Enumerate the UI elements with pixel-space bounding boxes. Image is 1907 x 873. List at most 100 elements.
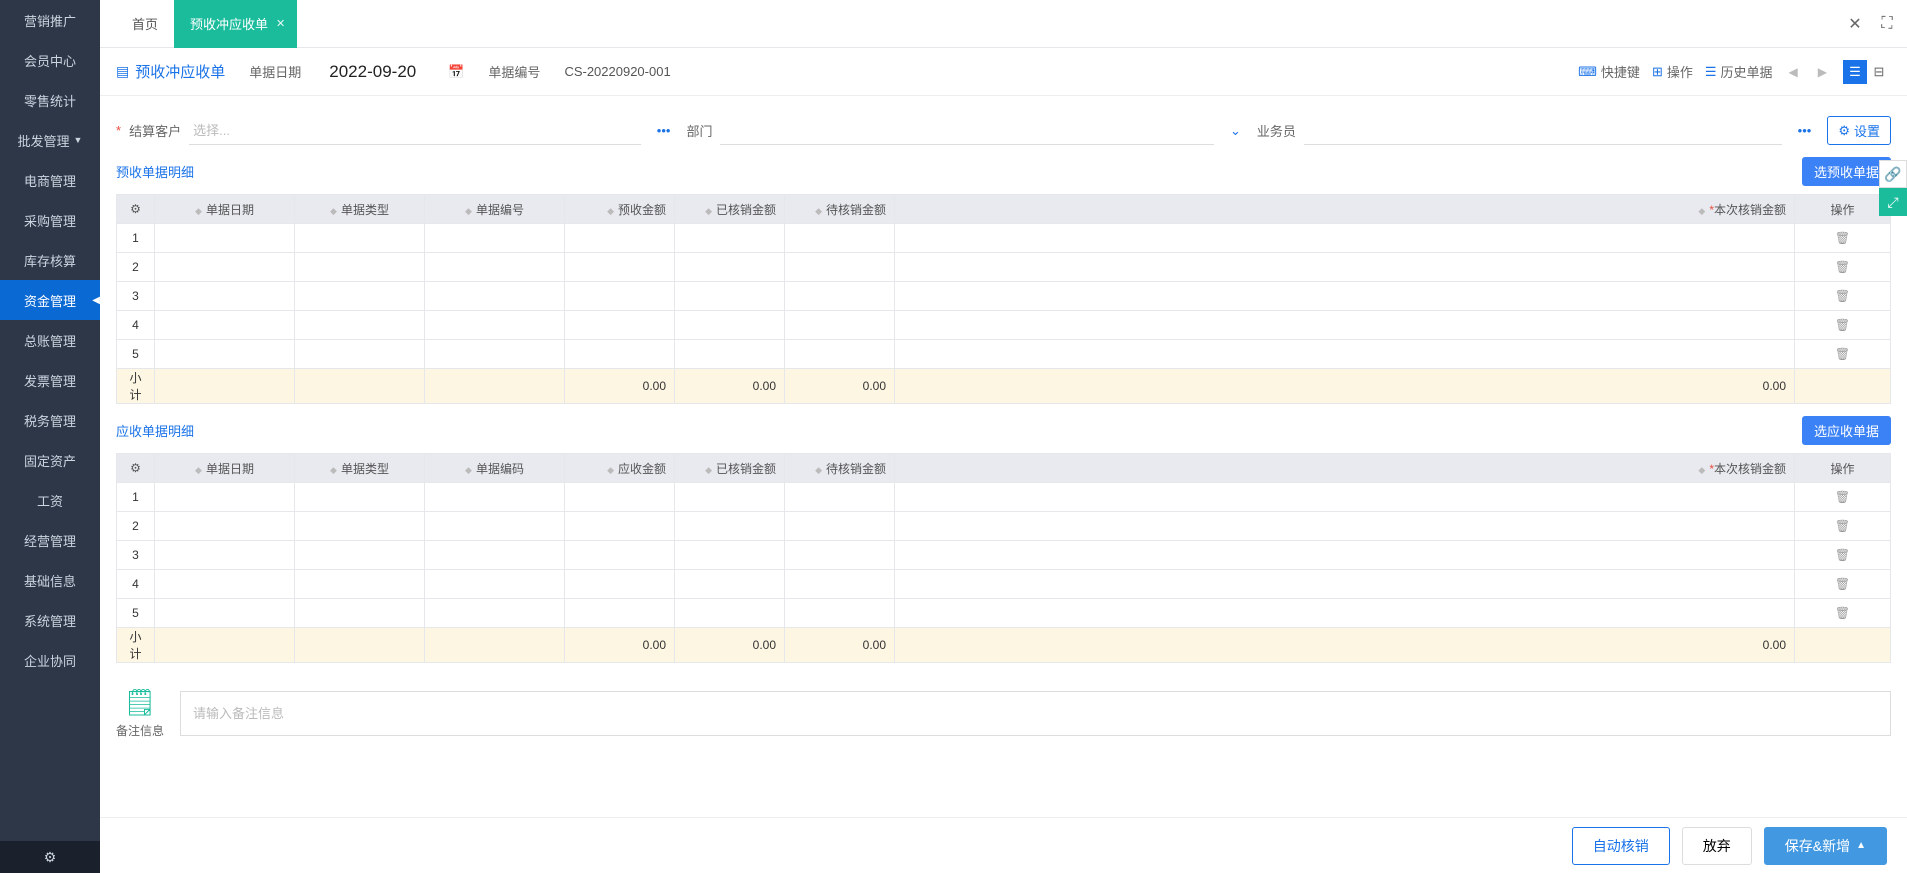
col-gear[interactable]: ⚙ (117, 195, 155, 224)
delete-icon[interactable]: 🗑 (1795, 282, 1891, 311)
next-icon[interactable]: ▶ (1814, 65, 1831, 79)
sidebar-item-8[interactable]: 总账管理 (0, 320, 100, 360)
remarks-label: 备注信息 (116, 722, 164, 739)
sidebar-item-14[interactable]: 基础信息 (0, 560, 100, 600)
doc-header: ▤ 预收冲应收单 单据日期 2022-09-20 📅 单据编号 CS-20220… (100, 48, 1907, 96)
sidebar-item-0[interactable]: 营销推广 (0, 0, 100, 40)
chevron-down-icon[interactable]: ⌄ (1222, 123, 1249, 139)
delete-icon[interactable]: 🗑 (1795, 483, 1891, 512)
prev-icon[interactable]: ◀ (1785, 65, 1802, 79)
date-label: 单据日期 (249, 62, 301, 81)
sidebar-item-6[interactable]: 库存核算 (0, 240, 100, 280)
right-rail: 🔗 ⤢ (1879, 160, 1907, 216)
col-verified[interactable]: ◆已核销金额 (675, 454, 785, 483)
col-type[interactable]: ◆单据类型 (295, 195, 425, 224)
sidebar-item-15[interactable]: 系统管理 (0, 600, 100, 640)
close-all-icon[interactable]: ✕ (1843, 12, 1867, 36)
col-pending[interactable]: ◆待核销金额 (785, 454, 895, 483)
close-icon[interactable]: ✕ (276, 17, 285, 30)
table-row[interactable]: 2🗑 (117, 253, 1891, 282)
col-no[interactable]: ◆单据编码 (425, 454, 565, 483)
delete-icon[interactable]: 🗑 (1795, 253, 1891, 282)
gear-icon: ⚙ (44, 849, 57, 866)
sidebar-item-7[interactable]: 资金管理 (0, 280, 100, 320)
attachment-icon[interactable]: 🔗 (1879, 160, 1907, 188)
tab-active-label: 预收冲应收单 (190, 14, 268, 33)
list-icon: ☰ (1705, 64, 1717, 80)
subtotal-row: 小计0.000.000.000.00 (117, 369, 1891, 404)
sales-input[interactable] (1304, 117, 1782, 145)
delete-icon[interactable]: 🗑 (1795, 224, 1891, 253)
customer-picker-icon[interactable]: ••• (649, 123, 679, 138)
table-row[interactable]: 1🗑 (117, 483, 1891, 512)
remarks-input[interactable] (180, 691, 1891, 736)
select-receivable-button[interactable]: 选应收单据 (1802, 416, 1891, 445)
note-icon: 🗒 (124, 687, 157, 718)
sidebar-settings[interactable]: ⚙ (0, 841, 100, 873)
expand-icon[interactable]: ⤢ (1879, 188, 1907, 216)
col-this[interactable]: ◆*本次核销金额 (895, 454, 1795, 483)
col-no[interactable]: ◆单据编号 (425, 195, 565, 224)
sidebar-item-2[interactable]: 零售统计 (0, 80, 100, 120)
delete-icon[interactable]: 🗑 (1795, 311, 1891, 340)
save-button[interactable]: 保存&新增▲ (1764, 827, 1887, 865)
sidebar-item-16[interactable]: 企业协同 (0, 640, 100, 680)
col-amt[interactable]: ◆应收金额 (565, 454, 675, 483)
delete-icon[interactable]: 🗑 (1795, 599, 1891, 628)
sales-picker-icon[interactable]: ••• (1790, 123, 1820, 138)
col-date[interactable]: ◆单据日期 (155, 195, 295, 224)
col-verified[interactable]: ◆已核销金额 (675, 195, 785, 224)
ops-link[interactable]: ⊞操作 (1652, 62, 1693, 81)
view-grid-icon[interactable]: ⊟ (1867, 60, 1891, 84)
history-link[interactable]: ☰历史单据 (1705, 62, 1773, 81)
customer-input[interactable] (189, 117, 641, 145)
dept-input[interactable] (720, 117, 1214, 145)
sidebar-item-1[interactable]: 会员中心 (0, 40, 100, 80)
table-row[interactable]: 5🗑 (117, 340, 1891, 369)
view-list-icon[interactable]: ☰ (1843, 60, 1867, 84)
shortcut-link[interactable]: ⌨快捷键 (1578, 62, 1640, 81)
table-row[interactable]: 4🗑 (117, 311, 1891, 340)
tab-home[interactable]: 首页 (116, 0, 174, 48)
col-type[interactable]: ◆单据类型 (295, 454, 425, 483)
table-row[interactable]: 3🗑 (117, 541, 1891, 570)
col-pending[interactable]: ◆待核销金额 (785, 195, 895, 224)
table-row[interactable]: 2🗑 (117, 512, 1891, 541)
sidebar-item-13[interactable]: 经营管理 (0, 520, 100, 560)
doc-title[interactable]: ▤ 预收冲应收单 (116, 61, 225, 82)
col-date[interactable]: ◆单据日期 (155, 454, 295, 483)
table-row[interactable]: 3🗑 (117, 282, 1891, 311)
sidebar-item-11[interactable]: 固定资产 (0, 440, 100, 480)
delete-icon[interactable]: 🗑 (1795, 512, 1891, 541)
table-row[interactable]: 4🗑 (117, 570, 1891, 599)
col-this[interactable]: ◆*本次核销金额 (895, 195, 1795, 224)
delete-icon[interactable]: 🗑 (1795, 570, 1891, 599)
table-row[interactable]: 5🗑 (117, 599, 1891, 628)
calendar-icon[interactable]: 📅 (448, 64, 464, 80)
section-prepay: 预收单据明细 选预收单据 ⚙ ◆单据日期 ◆单据类型 ◆单据编号 ◆预收金额 ◆… (100, 157, 1907, 416)
sidebar-item-9[interactable]: 发票管理 (0, 360, 100, 400)
docno-value: CS-20220920-001 (564, 64, 670, 79)
table-row[interactable]: 1🗑 (117, 224, 1891, 253)
delete-icon[interactable]: 🗑 (1795, 541, 1891, 570)
section-receivable-title: 应收单据明细 (116, 421, 194, 440)
sidebar-item-10[interactable]: 税务管理 (0, 400, 100, 440)
date-value[interactable]: 2022-09-20 (325, 60, 420, 84)
sidebar-item-4[interactable]: 电商管理 (0, 160, 100, 200)
select-prepay-button[interactable]: 选预收单据 (1802, 157, 1891, 186)
col-gear[interactable]: ⚙ (117, 454, 155, 483)
table-prepay: ⚙ ◆单据日期 ◆单据类型 ◆单据编号 ◆预收金额 ◆已核销金额 ◆待核销金额 … (116, 194, 1891, 404)
sidebar-item-12[interactable]: 工资 (0, 480, 100, 520)
auto-verify-button[interactable]: 自动核销 (1572, 827, 1670, 865)
sidebar-item-5[interactable]: 采购管理 (0, 200, 100, 240)
tab-active[interactable]: 预收冲应收单 ✕ (174, 0, 297, 48)
settings-button[interactable]: ⚙设置 (1827, 116, 1891, 145)
delete-icon[interactable]: 🗑 (1795, 340, 1891, 369)
fullscreen-icon[interactable]: ⛶ (1875, 12, 1899, 36)
form-row: * 结算客户 ••• 部门 ⌄ 业务员 ••• ⚙设置 (100, 96, 1907, 157)
tabs-bar: 首页 预收冲应收单 ✕ ✕ ⛶ (100, 0, 1907, 48)
sidebar-item-3[interactable]: 批发管理 (0, 120, 100, 160)
sidebar: 营销推广会员中心零售统计批发管理电商管理采购管理库存核算资金管理总账管理发票管理… (0, 0, 100, 873)
col-amt[interactable]: ◆预收金额 (565, 195, 675, 224)
discard-button[interactable]: 放弃 (1682, 827, 1752, 865)
